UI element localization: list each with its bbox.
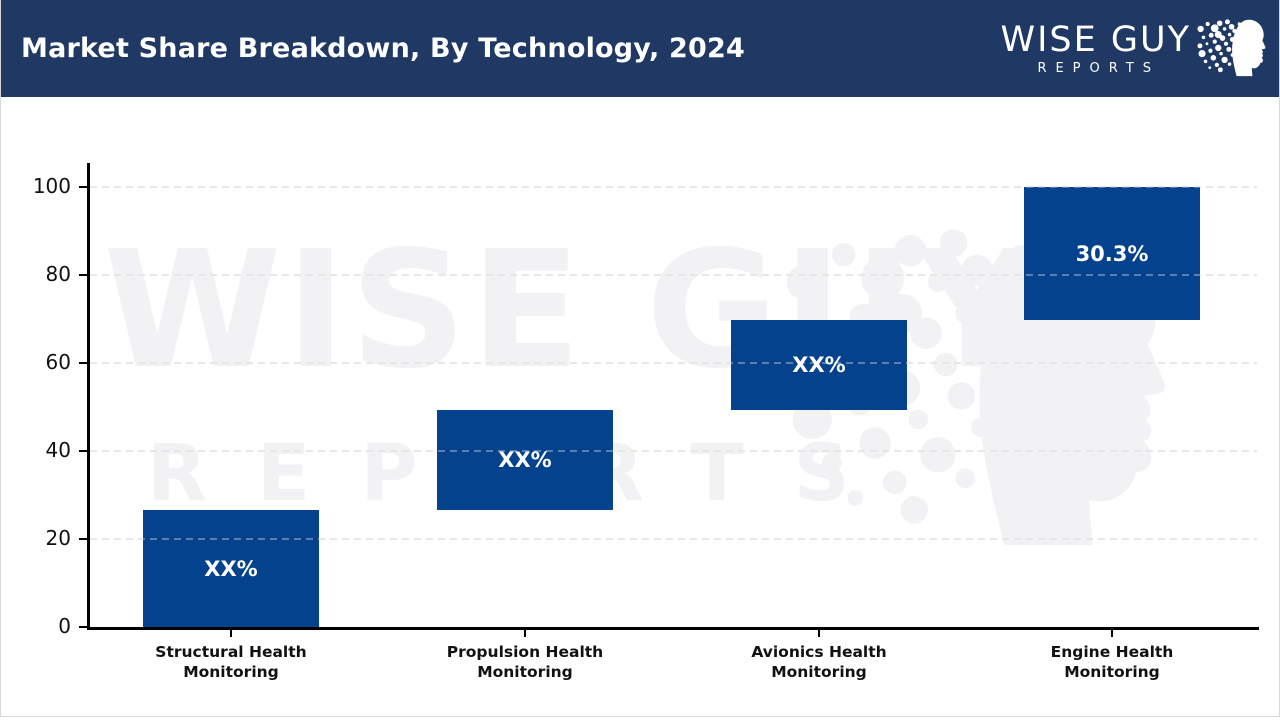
header: Market Share Breakdown, By Technology, 2… bbox=[1, 0, 1279, 97]
y-axis-line bbox=[87, 163, 90, 629]
chart-area: WISE GUY REPORTS 020406080100XX%Structur… bbox=[1, 97, 1279, 716]
logo-face-icon bbox=[1195, 9, 1269, 89]
y-tick-label: 100 bbox=[32, 174, 71, 198]
gridline bbox=[90, 274, 1257, 276]
y-tick-label: 20 bbox=[45, 526, 71, 550]
x-category-label: Engine Health Monitoring bbox=[1050, 643, 1174, 682]
logo-subtitle-text: REPORTS bbox=[1037, 60, 1161, 76]
x-tick-mark bbox=[817, 629, 821, 637]
x-category-label: Structural Health Monitoring bbox=[155, 643, 307, 682]
x-tick-mark bbox=[1110, 629, 1114, 637]
y-tick-label: 40 bbox=[45, 438, 71, 462]
x-axis-line bbox=[87, 627, 1259, 630]
x-tick-mark bbox=[523, 629, 527, 637]
y-tick-label: 0 bbox=[58, 614, 71, 638]
bar-value-label: 30.3% bbox=[1075, 241, 1149, 266]
gridline-overlay bbox=[90, 538, 1257, 540]
y-tick-label: 80 bbox=[45, 262, 71, 286]
bar-segment bbox=[731, 320, 907, 410]
y-tick-mark bbox=[79, 185, 87, 189]
wiseguy-logo: WISE GUY REPORTS bbox=[1000, 6, 1269, 92]
chart-title: Market Share Breakdown, By Technology, 2… bbox=[21, 33, 746, 64]
bar-value-label: XX% bbox=[792, 352, 846, 377]
gridline-overlay bbox=[90, 450, 1257, 452]
y-tick-mark bbox=[79, 361, 87, 365]
bar-segment bbox=[143, 510, 319, 627]
x-category-label: Avionics Health Monitoring bbox=[751, 643, 887, 682]
bar-segment bbox=[437, 409, 613, 511]
logo-wordmark: WISE GUY REPORTS bbox=[1000, 19, 1191, 76]
bar-value-label: XX% bbox=[498, 448, 552, 473]
x-tick-mark bbox=[229, 629, 233, 637]
gridline bbox=[90, 186, 1257, 188]
logo-name-text: WISE GUY bbox=[1000, 19, 1191, 60]
y-tick-mark bbox=[79, 273, 87, 277]
gridline-overlay bbox=[90, 274, 1257, 276]
y-tick-mark bbox=[79, 537, 87, 541]
gridline bbox=[90, 538, 1257, 540]
gridline bbox=[90, 362, 1257, 364]
gridline bbox=[90, 450, 1257, 452]
y-tick-label: 60 bbox=[45, 350, 71, 374]
gridline-overlay bbox=[90, 362, 1257, 364]
bar-value-label: XX% bbox=[204, 556, 258, 581]
y-tick-mark bbox=[79, 625, 87, 629]
y-tick-mark bbox=[79, 449, 87, 453]
x-category-label: Propulsion Health Monitoring bbox=[446, 643, 604, 682]
gridline-overlay bbox=[90, 186, 1257, 188]
bar-segment bbox=[1024, 187, 1200, 321]
